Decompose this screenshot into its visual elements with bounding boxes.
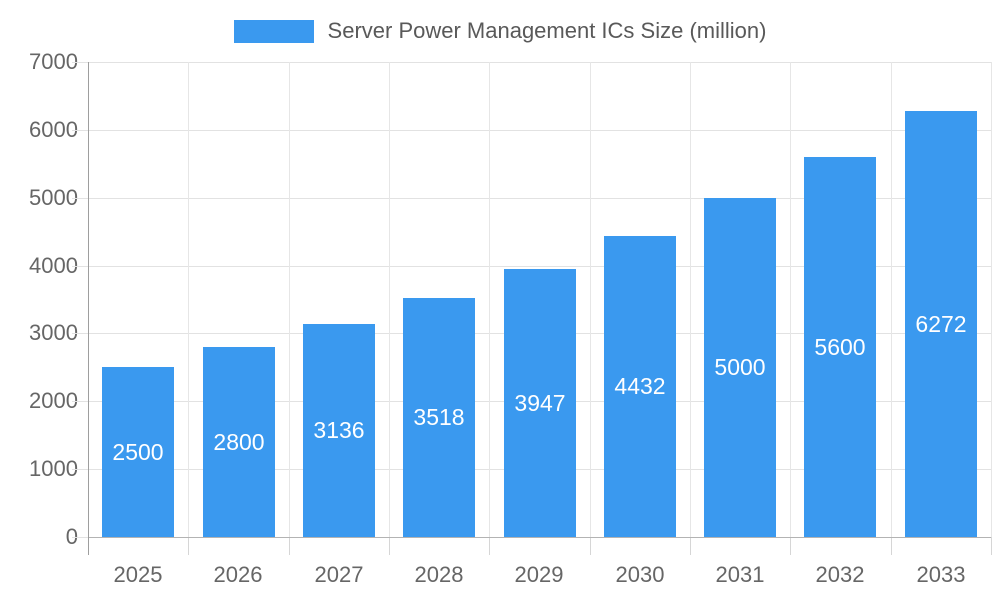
plot-area: 2500 2025 2800 2026 3136 2027 3518 2028 3947 2029… [72, 62, 992, 587]
bar-value-label: 5000 [714, 354, 766, 380]
y-tick-label: 3000 [29, 320, 78, 345]
bar-value-label: 6272 [915, 310, 967, 337]
bar-2031[interactable]: 5000 [704, 198, 776, 537]
x-axis-tick [991, 537, 992, 555]
legend[interactable]: Server Power Management ICs Size (millio… [0, 18, 1000, 44]
zero-line [88, 537, 991, 538]
gridline-vertical [489, 62, 490, 537]
x-axis-tick [590, 537, 591, 555]
gridline-vertical [590, 62, 591, 537]
bar-2025[interactable]: 2500 [102, 367, 174, 537]
y-axis-tick [72, 469, 88, 470]
x-tick-label: 2026 [213, 562, 263, 587]
legend-swatch [233, 19, 314, 43]
bar-value-label: 5600 [814, 333, 866, 360]
y-axis-labels: 0 1000 2000 3000 4000 5000 6000 7000 [0, 49, 78, 549]
y-axis-tick [72, 62, 88, 63]
bar-2030[interactable]: 4432 [604, 236, 676, 537]
gridline-horizontal [88, 266, 991, 267]
gridline-vertical [690, 62, 691, 537]
bar-2029[interactable]: 3947 [504, 269, 576, 537]
gridline-vertical [891, 62, 892, 537]
y-axis-tick [72, 198, 88, 199]
y-axis-tick [72, 537, 88, 538]
gridline-vertical [991, 62, 992, 537]
bar-value-label: 2800 [213, 428, 265, 455]
gridline-vertical [289, 62, 290, 537]
y-axis-tick [72, 266, 88, 267]
x-axis-tick [389, 537, 390, 555]
gridline-horizontal [88, 130, 991, 131]
x-tick-label: 2032 [815, 562, 865, 587]
x-tick-label: 2027 [314, 562, 364, 587]
y-axis-tick [72, 130, 88, 131]
x-tick-label: 2025 [113, 562, 163, 587]
y-tick-label: 7000 [29, 49, 78, 74]
gridline-vertical [188, 62, 189, 537]
y-tick-label: 2000 [29, 388, 78, 413]
x-tick-label: 2031 [715, 562, 765, 587]
gridline-horizontal [88, 62, 991, 63]
x-axis-tick [188, 537, 189, 555]
bar-value-label: 3136 [313, 417, 365, 443]
gridline-vertical [790, 62, 791, 537]
y-tick-label: 6000 [29, 117, 78, 142]
gridline-vertical [389, 62, 390, 537]
y-tick-label: 0 [65, 524, 78, 549]
x-tick-label: 2029 [514, 562, 564, 587]
x-axis-tick [891, 537, 892, 555]
y-axis-tick [72, 401, 88, 402]
bar-2032[interactable]: 5600 [804, 157, 876, 537]
x-axis-tick [790, 537, 791, 555]
legend-label: Server Power Management ICs Size (millio… [327, 18, 767, 43]
bar-value-label: 3947 [514, 389, 566, 416]
y-tick-label: 1000 [29, 456, 78, 481]
bar-2027[interactable]: 3136 [303, 324, 375, 537]
bar-2033[interactable]: 6272 [905, 111, 977, 537]
y-tick-label: 5000 [29, 185, 78, 210]
gridline-horizontal [88, 198, 991, 199]
bar-value-label: 4432 [614, 373, 666, 399]
bar-value-label: 3518 [413, 404, 465, 430]
bar-2028[interactable]: 3518 [403, 298, 475, 537]
y-tick-label: 4000 [29, 253, 78, 278]
x-axis-tick [289, 537, 290, 555]
x-axis-tick [690, 537, 691, 555]
x-tick-label: 2033 [916, 562, 966, 587]
bar-2026[interactable]: 2800 [203, 347, 275, 537]
y-axis-line [88, 62, 89, 555]
bar-value-label: 2500 [112, 438, 164, 465]
x-tick-label: 2028 [414, 562, 464, 587]
x-tick-label: 2030 [615, 562, 665, 587]
y-axis-tick [72, 333, 88, 334]
x-axis-tick [489, 537, 490, 555]
